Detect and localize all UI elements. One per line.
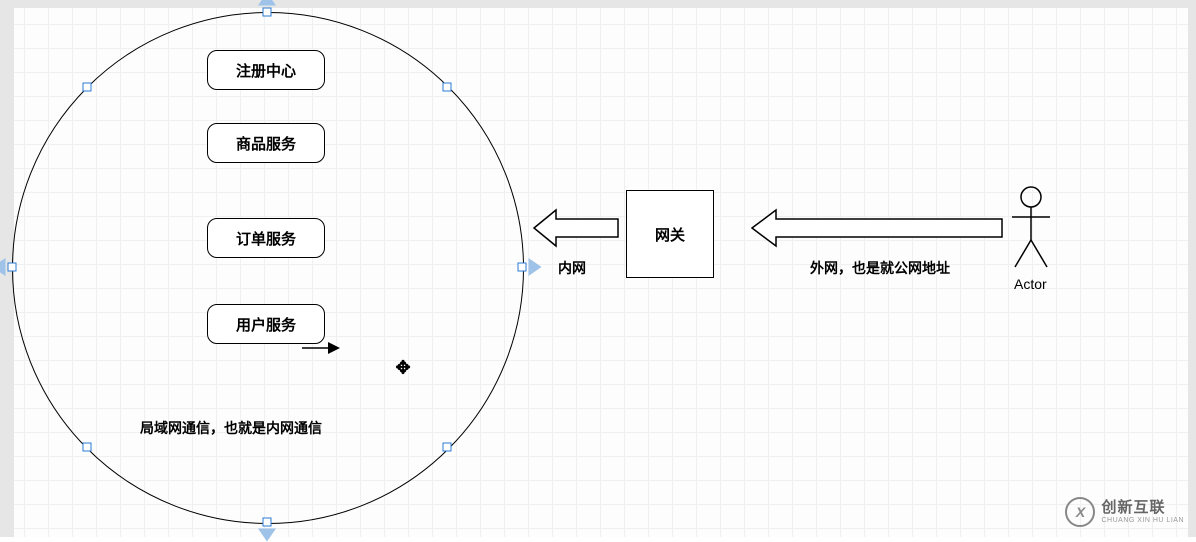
arrow-internet-label: 外网，也是就公网地址 — [810, 258, 950, 278]
selection-handle[interactable] — [263, 8, 272, 17]
selection-arrow-down-icon[interactable] — [258, 529, 276, 542]
selection-arrow-left-icon[interactable] — [0, 258, 6, 276]
node-label: 订单服务 — [236, 228, 296, 249]
watermark-cn: 创新互联 — [1101, 500, 1184, 515]
watermark: X 创新互联 CHUANG XIN HU LIAN — [1065, 497, 1184, 527]
selection-handle[interactable] — [83, 83, 92, 92]
node-goods[interactable]: 商品服务 — [207, 123, 325, 163]
arrow-intranet-label: 内网 — [558, 258, 586, 278]
selection-handle[interactable] — [263, 518, 272, 527]
node-registry[interactable]: 注册中心 — [207, 50, 325, 90]
node-label: 网关 — [655, 224, 685, 245]
node-user[interactable]: 用户服务 — [207, 304, 325, 344]
selection-handle[interactable] — [83, 443, 92, 452]
user-arrow-icon — [300, 339, 345, 357]
arrow-intranet[interactable] — [532, 208, 622, 250]
node-label: 用户服务 — [236, 314, 296, 335]
watermark-logo-icon: X — [1065, 497, 1095, 527]
selection-handle[interactable] — [8, 263, 17, 272]
selection-arrow-right-icon[interactable] — [529, 258, 542, 276]
selection-arrow-up-icon[interactable] — [258, 0, 276, 6]
watermark-en: CHUANG XIN HU LIAN — [1101, 517, 1184, 524]
ruler-top — [0, 0, 1196, 8]
node-order[interactable]: 订单服务 — [207, 218, 325, 258]
selection-handle[interactable] — [443, 83, 452, 92]
lan-caption: 局域网通信，也就是内网通信 — [140, 418, 322, 438]
node-label: 商品服务 — [236, 133, 296, 154]
diagram-canvas[interactable]: 注册中心 商品服务 订单服务 用户服务 局域网通信，也就是内网通信 ✥ 网关 内… — [0, 0, 1196, 537]
node-gateway[interactable]: 网关 — [626, 190, 714, 278]
actor-icon[interactable] — [1008, 185, 1054, 275]
ruler-right — [1188, 0, 1196, 537]
actor-label: Actor — [1014, 276, 1047, 292]
node-label: 注册中心 — [236, 60, 296, 81]
selection-handle[interactable] — [518, 263, 527, 272]
selection-handle[interactable] — [443, 443, 452, 452]
move-cursor-icon: ✥ — [395, 358, 410, 379]
arrow-internet[interactable] — [750, 208, 1006, 250]
